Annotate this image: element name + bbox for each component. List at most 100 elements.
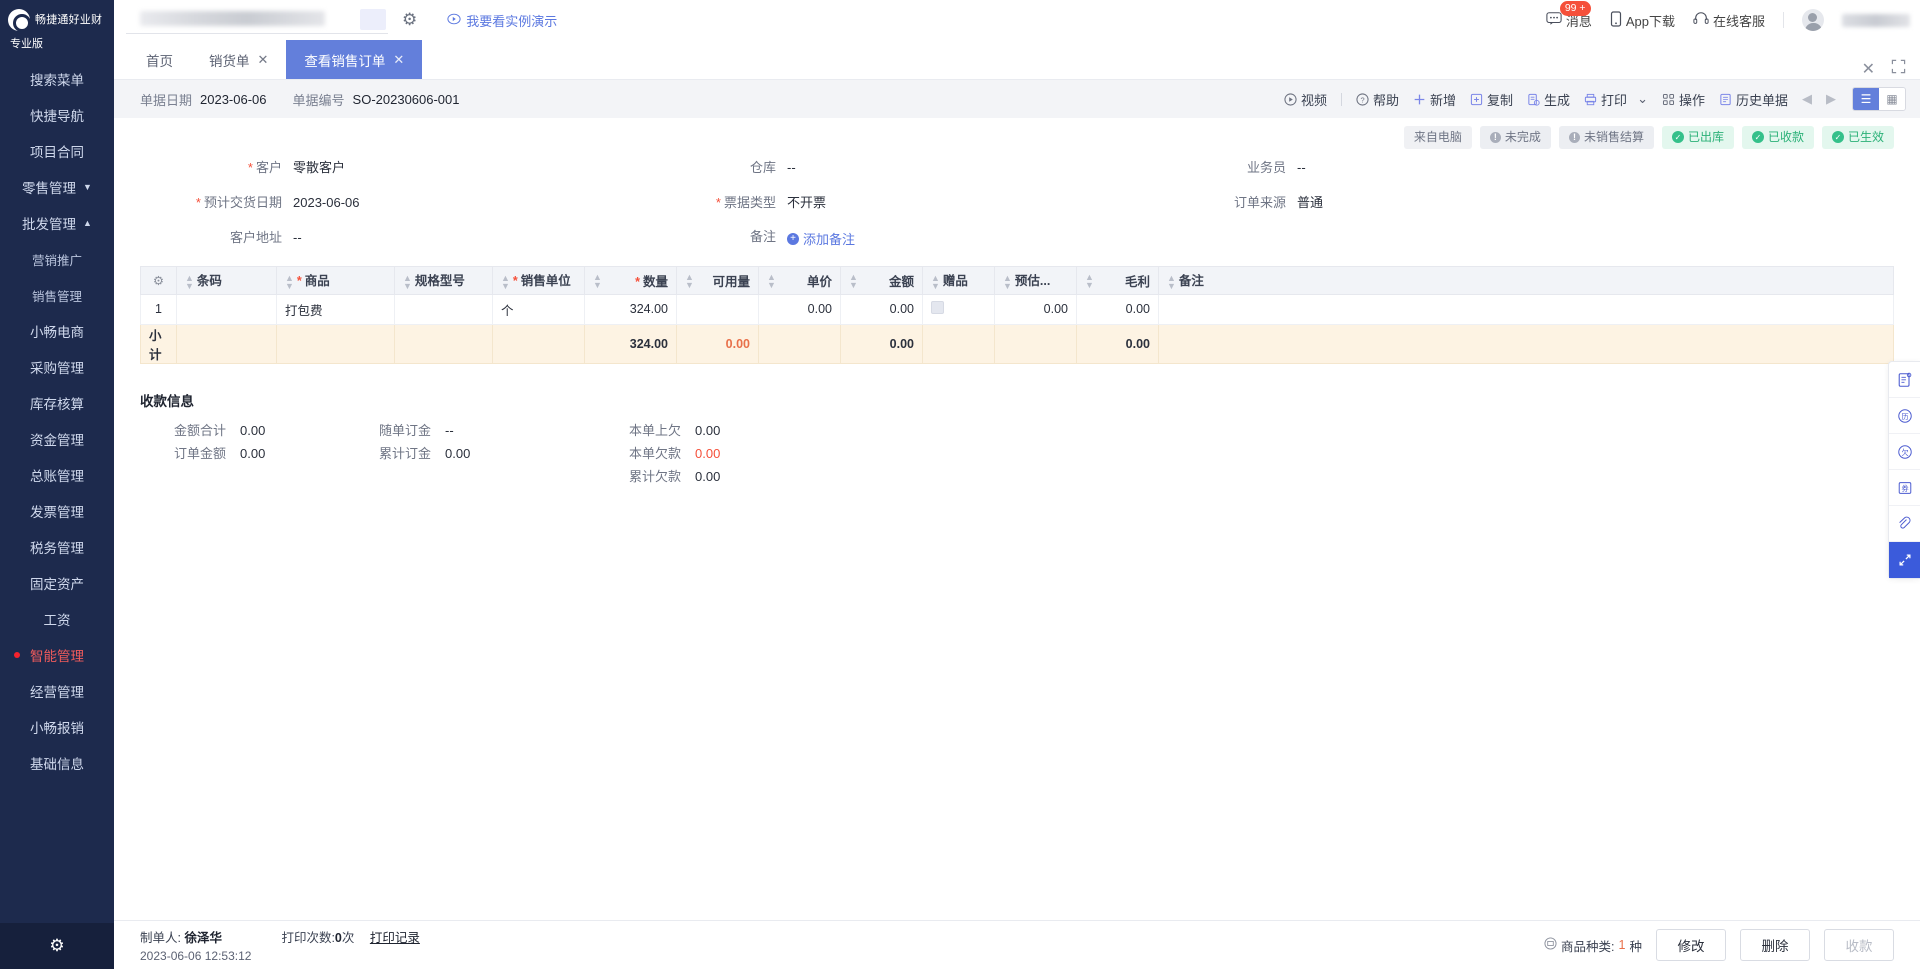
table-row[interactable]: 1 打包费 个 324.00 0.00 0.00 0.00 0.00 (140, 293, 1894, 325)
status-badge: 来自电脑 (1403, 126, 1472, 149)
sidebar-item-reimbursement[interactable]: 小畅报销 (0, 709, 114, 745)
generate-button[interactable]: 生成 (1527, 90, 1570, 109)
add-remark-button[interactable]: + 添加备注 (787, 229, 855, 248)
plus-icon (1413, 93, 1426, 106)
add-button[interactable]: 新增 (1413, 90, 1456, 109)
app-download-button[interactable]: App下载 (1610, 10, 1675, 30)
sidebar-item-label: 固定资产 (30, 577, 84, 592)
cell-gross-profit: 0.00 (1076, 293, 1159, 325)
coupon-icon[interactable]: 券 (1889, 470, 1920, 506)
required-marker: * (635, 274, 640, 289)
payment-value: 0.00 (445, 445, 471, 461)
messages-button[interactable]: 消息 99 + (1546, 0, 1592, 30)
print-button[interactable]: 打印 ⌄ (1584, 90, 1648, 109)
check-icon: ✓ (1831, 131, 1844, 144)
sidebar-item-sales[interactable]: 销售管理 (0, 277, 114, 313)
document-number-value: SO-20230606-001 (352, 91, 460, 107)
status-badge-label: 已收款 (1767, 130, 1804, 144)
sidebar-item-operations[interactable]: 经营管理 (0, 673, 114, 709)
video-button[interactable]: 视频 (1284, 90, 1327, 109)
close-icon[interactable]: ✕ (1861, 61, 1875, 78)
tab-view-sales-order[interactable]: 查看销售订单 ✕ (286, 40, 423, 79)
column-product[interactable]: ▲ ▼ * 商品 (276, 265, 395, 295)
search-button[interactable] (360, 9, 386, 30)
help-button[interactable]: ? 帮助 (1356, 90, 1399, 109)
sidebar-item-smart[interactable]: 智能管理 (0, 637, 114, 673)
edit-button[interactable]: 修改 (1656, 929, 1726, 961)
column-unit-price[interactable]: ▲ ▼ 单价 (758, 265, 841, 295)
gear-icon[interactable]: ⚙ (49, 936, 65, 955)
cell-price: 0.00 (758, 293, 841, 325)
sidebar-item-purchase[interactable]: 采购管理 (0, 349, 114, 385)
attachment-icon[interactable] (1889, 506, 1920, 542)
tab-bar: 首页 销货单 ✕ 查看销售订单 ✕ ✕ (114, 40, 1920, 80)
column-settings[interactable]: ⚙ (140, 265, 177, 295)
column-available[interactable]: ▲ ▼ 可用量 (676, 265, 759, 295)
fullscreen-icon[interactable] (1891, 59, 1906, 79)
sidebar-item-funds[interactable]: 资金管理 (0, 421, 114, 457)
sidebar-item-retail[interactable]: 零售管理 ▼ (0, 169, 114, 205)
status-badge: ! 未销售结算 (1558, 126, 1654, 149)
delete-button[interactable]: 删除 (1740, 929, 1810, 961)
card-view-icon[interactable]: ▦ (1879, 88, 1905, 110)
created-timestamp: 2023-06-06 12:53:12 (140, 949, 252, 963)
copy-button[interactable]: 复制 (1470, 90, 1513, 109)
check-icon: ✓ (1751, 131, 1764, 144)
payment-row: 本单欠款 0.00 (619, 443, 824, 466)
sidebar-item-fixed-assets[interactable]: 固定资产 (0, 565, 114, 601)
chevron-down-icon[interactable]: ⌄ (1637, 91, 1648, 106)
gift-checkbox[interactable] (931, 301, 944, 315)
close-icon[interactable]: ✕ (393, 51, 405, 67)
sidebar-item-project-contract[interactable]: 项目合同 (0, 133, 114, 169)
payment-row: 金额合计 0.00 (164, 420, 369, 443)
sidebar-item-inventory[interactable]: 库存核算 (0, 385, 114, 421)
field-label: 客户地址 (229, 230, 282, 246)
list-view-icon[interactable]: ☰ (1853, 88, 1879, 110)
sidebar-item-search[interactable]: 搜索菜单 (0, 61, 114, 97)
debt-circle-icon[interactable]: 欠 (1889, 434, 1920, 470)
history-circle-icon[interactable]: 历 (1889, 398, 1920, 434)
document-edit-icon[interactable] (1889, 362, 1920, 398)
tab-sales-slip[interactable]: 销货单 ✕ (191, 40, 286, 79)
sidebar-item-label: 智能管理 (30, 649, 84, 664)
maker-block: 制单人: 徐泽华 2023-06-06 12:53:12 (140, 927, 251, 963)
tab-home[interactable]: 首页 (128, 40, 191, 79)
sidebar-item-quicknav[interactable]: 快捷导航 (0, 97, 114, 133)
column-amount[interactable]: ▲ ▼ 金额 (840, 265, 923, 295)
status-badge: ! 未完成 (1479, 126, 1551, 149)
print-record-link[interactable]: 打印记录 (369, 931, 420, 945)
operations-button[interactable]: 操作 (1662, 90, 1705, 109)
column-sales-unit[interactable]: ▲ ▼ * 销售单位 (492, 265, 585, 295)
sidebar-item-invoice[interactable]: 发票管理 (0, 493, 114, 529)
chevron-left-icon[interactable]: ◀ (1802, 91, 1812, 106)
history-documents-button[interactable]: 历史单据 (1719, 90, 1788, 109)
sidebar-item-basic-info[interactable]: 基础信息 (0, 745, 114, 781)
sidebar-item-tax[interactable]: 税务管理 (0, 529, 114, 565)
online-service-button[interactable]: 在线客服 (1693, 11, 1765, 30)
sidebar-item-wholesale[interactable]: 批发管理 ▲ (0, 205, 114, 241)
sidebar-item-marketing[interactable]: 营销推广 (0, 241, 114, 277)
close-icon[interactable]: ✕ (257, 51, 269, 67)
cell-barcode (176, 293, 277, 325)
column-gift[interactable]: ▲ ▼ 赠品 (922, 265, 995, 295)
expand-icon[interactable] (1889, 542, 1920, 578)
chevron-right-icon[interactable]: ▶ (1826, 91, 1836, 106)
sidebar-item-salary[interactable]: 工资 (0, 601, 114, 637)
column-estimate[interactable]: ▲ ▼ 预估... (994, 265, 1077, 295)
avatar[interactable] (1802, 9, 1824, 31)
document-date-field: 单据日期 2023-06-06 (140, 90, 267, 109)
column-barcode[interactable]: ▲ ▼ 条码 (176, 265, 277, 295)
message-icon (1546, 11, 1562, 29)
column-remark[interactable]: ▲ ▼ 备注 (1158, 265, 1894, 295)
demo-link[interactable]: 我要看实例演示 (447, 11, 557, 30)
divider (1783, 12, 1784, 28)
column-spec[interactable]: ▲ ▼ 规格型号 (394, 265, 493, 295)
sidebar-item-ledger[interactable]: 总账管理 (0, 457, 114, 493)
column-quantity[interactable]: ▲ ▼ * 数量 (584, 265, 677, 295)
sidebar-item-ecommerce[interactable]: 小畅电商 (0, 313, 114, 349)
column-gross-profit[interactable]: ▲ ▼ 毛利 (1076, 265, 1159, 295)
sidebar-item-label: 销售管理 (31, 289, 82, 304)
sidebar-item-label: 零售管理 (22, 181, 77, 196)
search-input[interactable] (126, 6, 388, 34)
gear-icon[interactable]: ⚙ (402, 10, 418, 29)
